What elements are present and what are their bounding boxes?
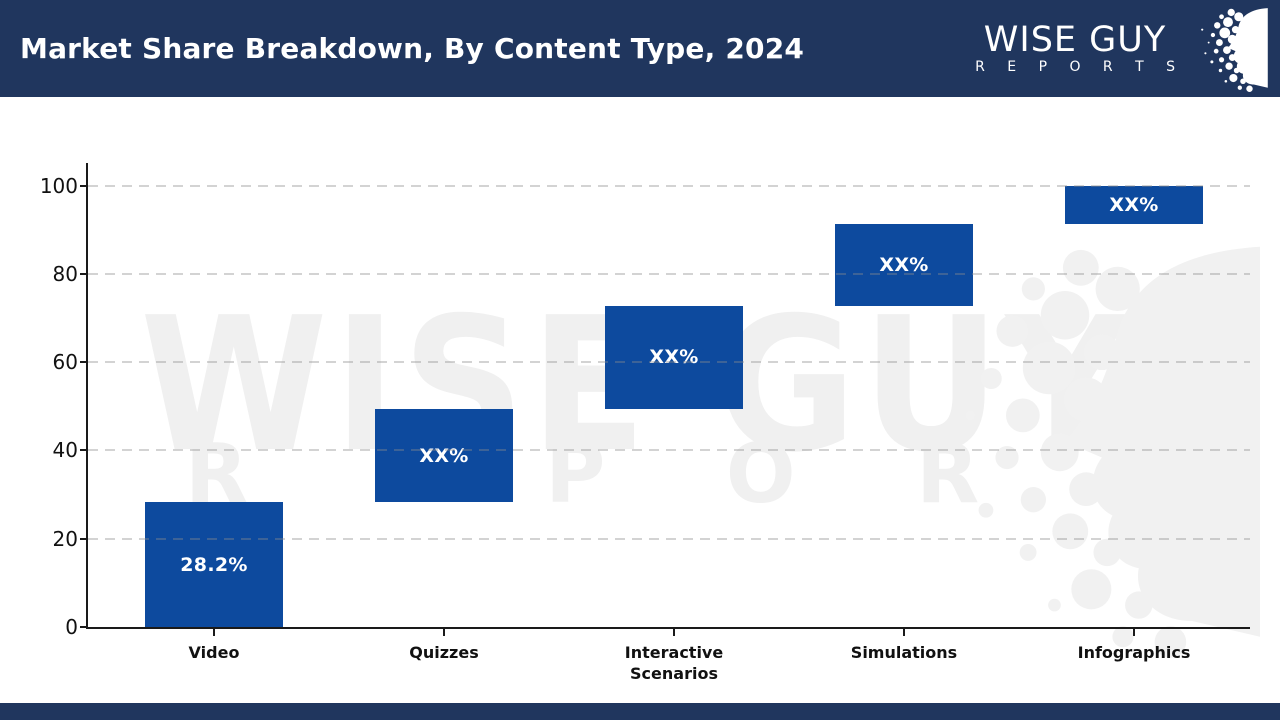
gridline-80 (88, 272, 1250, 275)
gridline-100 (88, 184, 1250, 187)
y-tick-label-100: 100 (39, 173, 78, 198)
bar-value-label: XX% (419, 444, 469, 467)
y-tick-20 (80, 537, 87, 540)
wiseguy-logo: WISE GUY R E P O R T S (966, 0, 1280, 97)
y-tick-label-20: 20 (52, 526, 78, 551)
y-axis-spine (86, 163, 88, 629)
bar-value-label: XX% (879, 253, 929, 276)
y-tick-label-40: 40 (52, 438, 78, 463)
y-tick-60 (80, 361, 87, 364)
logo-reports-label: R E P O R T S (975, 58, 1184, 75)
x-axis-spine (86, 627, 1250, 629)
y-tick-40 (80, 449, 87, 452)
bar-simulations: XX% (835, 223, 973, 307)
x-axis-label-interactive-scenarios: Interactive Scenarios (624, 643, 724, 683)
y-tick-0 (80, 626, 87, 628)
x-tick-3 (903, 629, 905, 636)
gridline-20 (88, 537, 1250, 540)
x-tick-2 (673, 629, 675, 636)
bar-interactive-scenarios: XX% (605, 306, 743, 409)
watermark-head-icon (965, 246, 1260, 658)
x-axis-label-simulations: Simulations (850, 643, 958, 662)
bar-quizzes: XX% (375, 408, 513, 503)
x-tick-1 (443, 629, 445, 636)
chart-canvas: WISE GUY R E P O R T S 0 20 40 60 80 100 28.2%… (0, 97, 1280, 703)
y-tick-80 (80, 272, 87, 275)
logo-wiseguy-label: WISE GUY (983, 19, 1167, 60)
x-axis-label-quizzes: Quizzes (409, 643, 479, 662)
bar-value-label: 28.2% (180, 553, 248, 576)
y-tick-label-80: 80 (52, 261, 78, 286)
bar-infographics: XX% (1065, 185, 1203, 224)
bar-value-label: XX% (1109, 193, 1159, 216)
y-tick-label-60: 60 (52, 350, 78, 375)
chart-title: Market Share Breakdown, By Content Type,… (20, 32, 805, 65)
x-axis-label-infographics: Infographics (1077, 643, 1191, 662)
y-tick-label-0: 0 (65, 615, 78, 639)
gridline-60 (88, 361, 1250, 364)
wiseguy-head-icon (1201, 7, 1268, 92)
header: Market Share Breakdown, By Content Type,… (0, 0, 1280, 97)
logo-text: WISE GUY R E P O R T S (966, 22, 1184, 76)
x-tick-4 (1133, 629, 1135, 636)
bar-video: 28.2% (145, 502, 283, 627)
x-axis-label-video: Video (188, 643, 240, 662)
footer-bar (0, 703, 1280, 720)
y-tick-100 (80, 184, 87, 187)
x-tick-0 (213, 629, 215, 636)
gridline-40 (88, 449, 1250, 452)
bar-value-label: XX% (649, 346, 699, 369)
